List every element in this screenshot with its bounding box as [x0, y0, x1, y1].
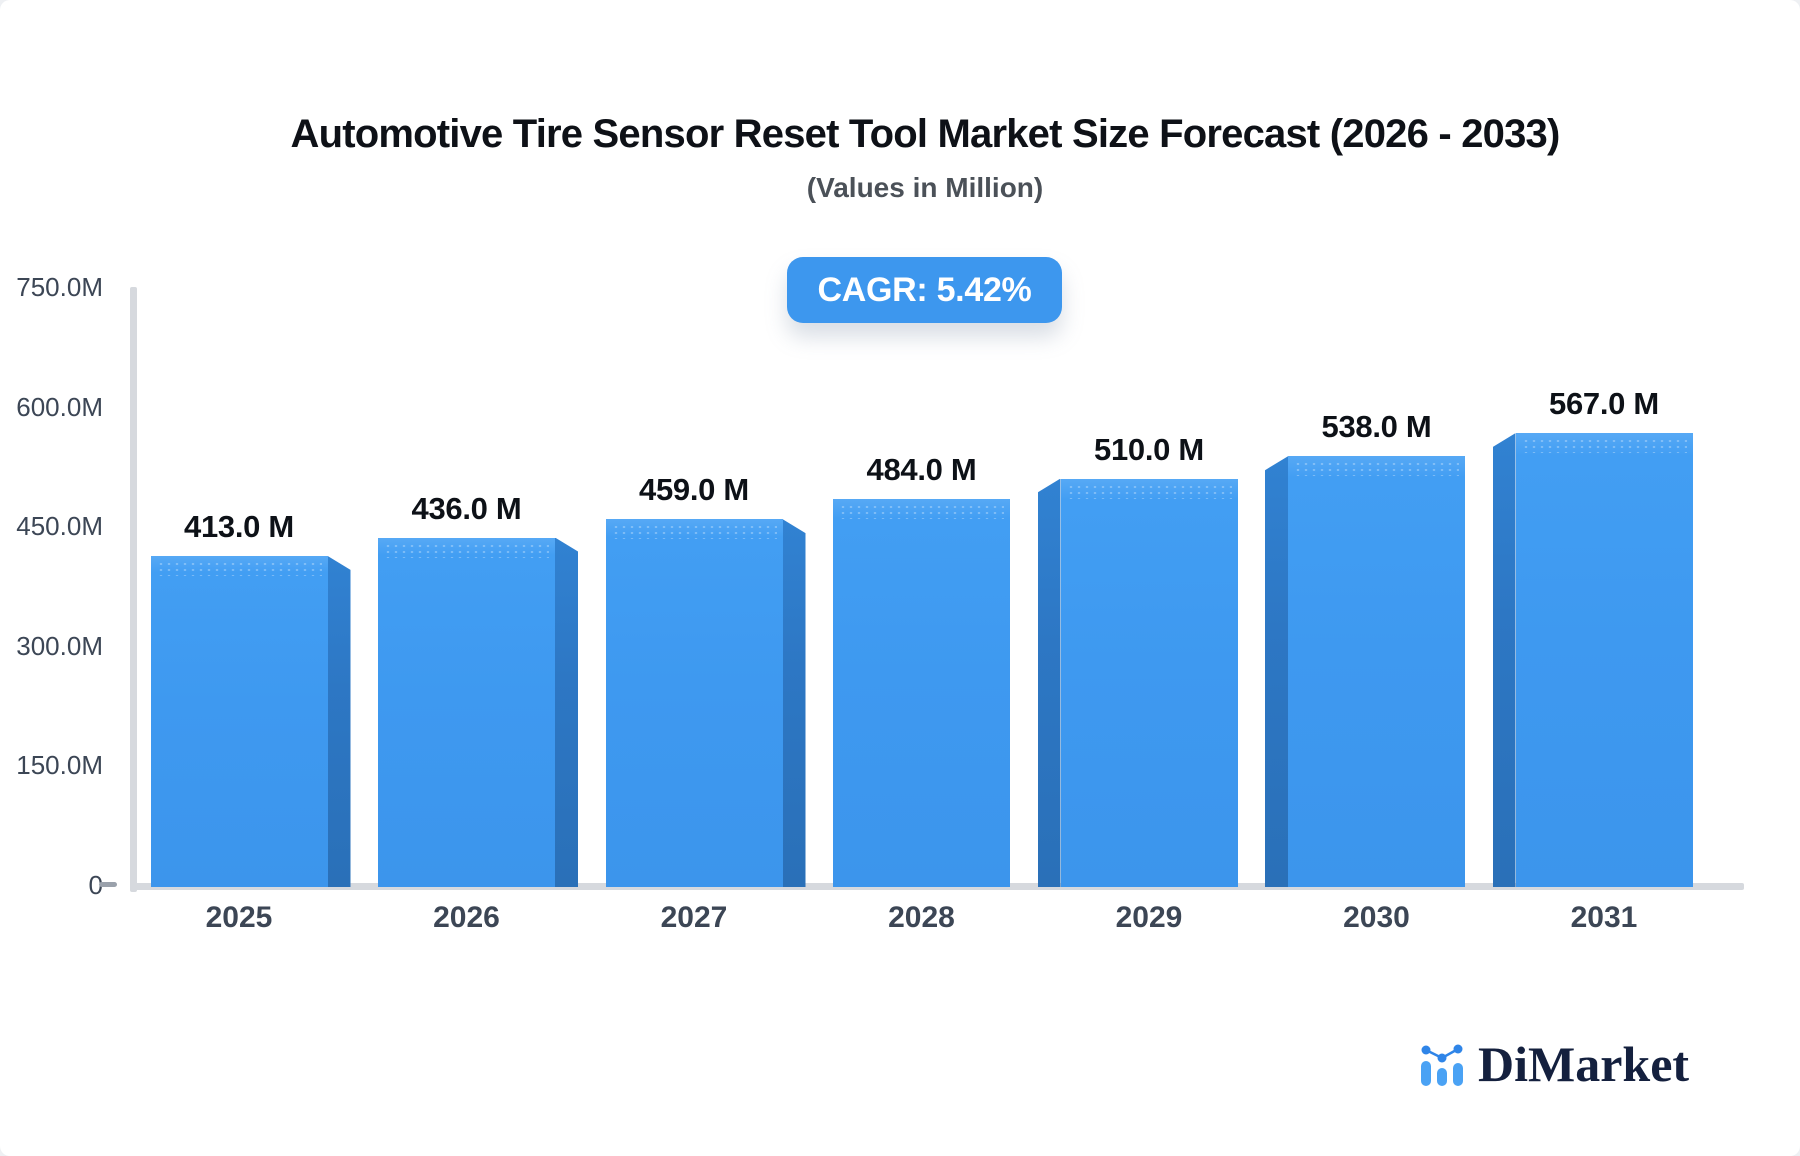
chart-title: Automotive Tire Sensor Reset Tool Market… [290, 112, 1560, 156]
chart-subtitle: (Values in Million) [806, 172, 1044, 203]
zero-tick-mark [99, 882, 117, 887]
bar-3d-side [1037, 478, 1061, 887]
bar-2028[interactable] [833, 499, 1010, 887]
x-axis-tick-label: 2025 [205, 901, 273, 934]
x-axis-tick-label: 2031 [1570, 901, 1638, 934]
y-axis-tick-label: 150.0M [16, 750, 103, 781]
bar-value-label: 459.0 M [639, 472, 749, 508]
cagr-badge: CAGR: 5.42% [787, 257, 1062, 323]
bar-value-label: 484.0 M [866, 452, 977, 488]
bar-3d-side [327, 555, 351, 887]
bar-2029[interactable] [1060, 478, 1238, 887]
bar-value-label: 510.0 M [1094, 431, 1204, 467]
dimarket-bar-chart-icon [1421, 1044, 1463, 1086]
x-axis-tick-label: 2026 [433, 901, 500, 934]
bar-value-label: 538.0 M [1321, 409, 1432, 445]
x-axis-tick-label: 2029 [1115, 901, 1183, 934]
bar-2031[interactable] [1515, 433, 1693, 887]
y-axis-tick-label: 600.0M [16, 391, 103, 422]
bar-2027[interactable] [605, 519, 783, 887]
bar-2026[interactable] [378, 537, 555, 887]
bar-value-label: 567.0 M [1549, 386, 1659, 422]
bar-3d-side [555, 537, 578, 887]
bar-3d-side [782, 519, 806, 887]
bar-value-label: 413.0 M [184, 508, 294, 544]
y-axis-line [130, 287, 137, 892]
bar-2030[interactable] [1288, 456, 1465, 887]
bar-3d-side [1265, 456, 1288, 887]
x-axis-tick-label: 2030 [1343, 901, 1410, 934]
bar-2025[interactable] [150, 555, 328, 887]
y-axis-tick-label: 0 [88, 870, 103, 900]
bar-3d-side [1492, 433, 1516, 887]
x-axis-tick-label: 2028 [888, 901, 955, 934]
brand-logo-text: DiMarket [1478, 1036, 1690, 1092]
y-axis-tick-label: 450.0M [16, 511, 103, 542]
brand-logo: DiMarket [1418, 1036, 1690, 1092]
bar-value-label: 436.0 M [411, 490, 522, 526]
y-axis-tick-label: 300.0M [16, 630, 103, 661]
x-axis-tick-label: 2027 [660, 901, 728, 934]
y-axis-tick-label: 750.0M [16, 272, 103, 303]
